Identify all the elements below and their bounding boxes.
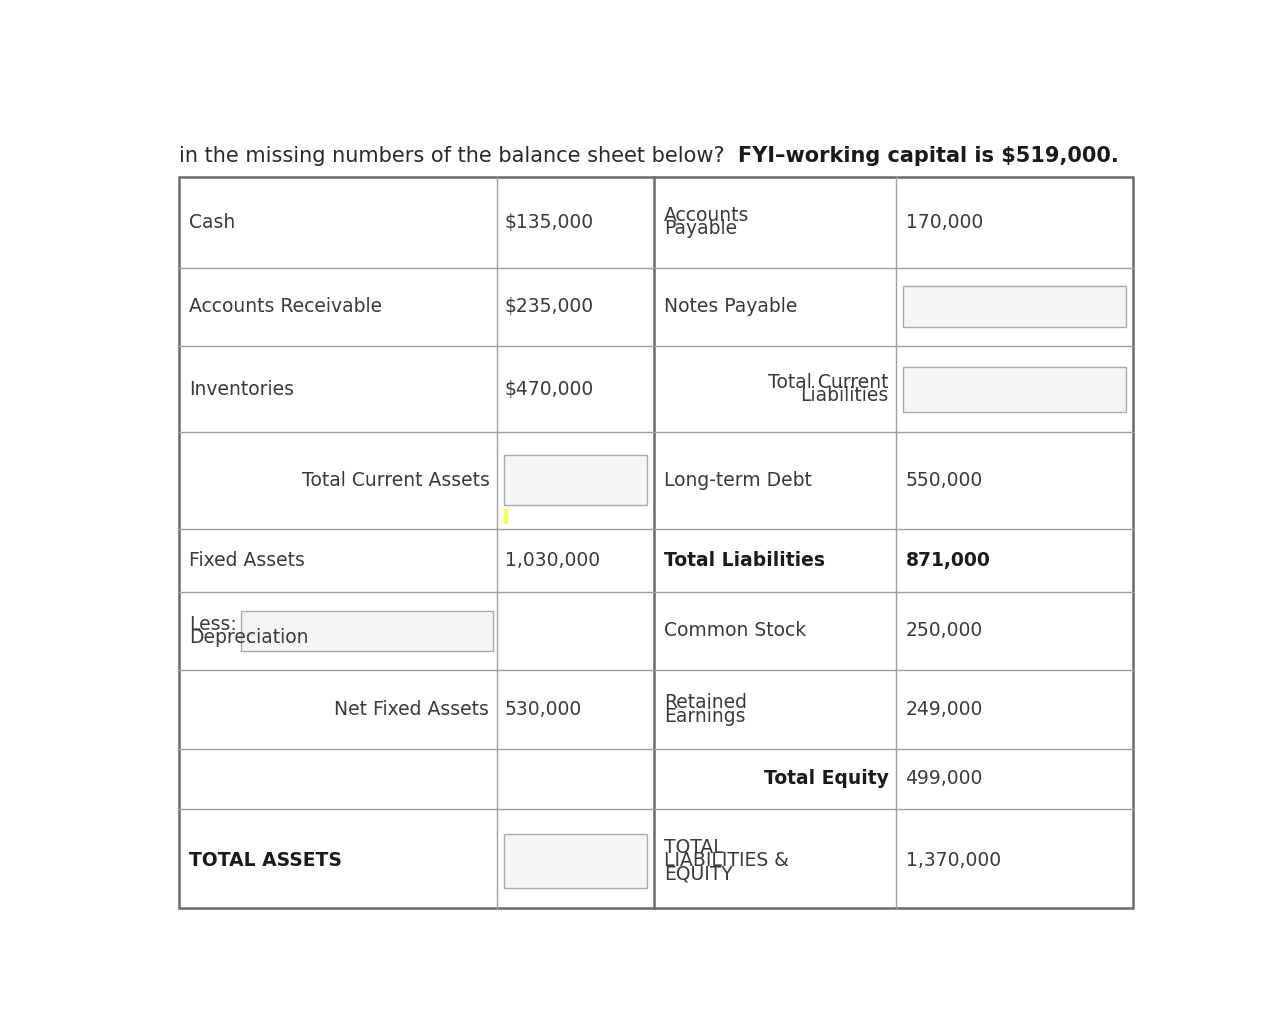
Bar — [242, 610, 493, 652]
Text: Common Stock: Common Stock — [664, 622, 806, 640]
Text: Accounts Receivable: Accounts Receivable — [188, 297, 381, 316]
Bar — [904, 367, 1125, 411]
Text: Total Equity: Total Equity — [764, 770, 888, 788]
Text: 170,000: 170,000 — [905, 212, 983, 232]
Text: TOTAL ASSETS: TOTAL ASSETS — [188, 852, 342, 870]
Bar — [504, 834, 648, 888]
Text: 871,000: 871,000 — [905, 551, 991, 570]
Text: 530,000: 530,000 — [504, 700, 582, 719]
Text: 550,000: 550,000 — [905, 471, 983, 490]
Text: $135,000: $135,000 — [504, 212, 594, 232]
Text: Total Current: Total Current — [768, 373, 888, 393]
Text: TOTAL: TOTAL — [664, 838, 723, 857]
Text: Accounts: Accounts — [664, 206, 749, 225]
Text: Liabilities: Liabilities — [800, 386, 888, 405]
Text: Long-term Debt: Long-term Debt — [664, 471, 812, 490]
Text: Inventories: Inventories — [188, 380, 293, 399]
Text: EQUITY: EQUITY — [664, 864, 732, 884]
Text: in the missing numbers of the balance sheet below?: in the missing numbers of the balance sh… — [179, 146, 739, 166]
Text: 250,000: 250,000 — [905, 622, 983, 640]
Text: 1,030,000: 1,030,000 — [504, 551, 600, 570]
Text: Depreciation: Depreciation — [188, 628, 308, 648]
Text: 1,370,000: 1,370,000 — [905, 852, 1001, 870]
Text: Cash: Cash — [188, 212, 236, 232]
Bar — [904, 286, 1125, 327]
Text: 499,000: 499,000 — [905, 770, 983, 788]
Text: $235,000: $235,000 — [504, 297, 594, 316]
Text: Less:: Less: — [188, 615, 237, 634]
Text: Notes Payable: Notes Payable — [664, 297, 797, 316]
Text: Retained: Retained — [664, 693, 746, 713]
Text: Total Current Assets: Total Current Assets — [302, 471, 489, 490]
Text: Earnings: Earnings — [664, 707, 745, 725]
Text: Total Liabilities: Total Liabilities — [664, 551, 824, 570]
Text: FYI–working capital is $519,000.: FYI–working capital is $519,000. — [739, 146, 1119, 166]
Bar — [504, 456, 648, 506]
Text: LIABILITIES &: LIABILITIES & — [664, 852, 788, 870]
Text: 249,000: 249,000 — [905, 700, 983, 719]
Text: $470,000: $470,000 — [504, 380, 594, 399]
Text: Fixed Assets: Fixed Assets — [188, 551, 305, 570]
Text: Net Fixed Assets: Net Fixed Assets — [334, 700, 489, 719]
Text: Payable: Payable — [664, 220, 737, 238]
Bar — [504, 509, 508, 524]
